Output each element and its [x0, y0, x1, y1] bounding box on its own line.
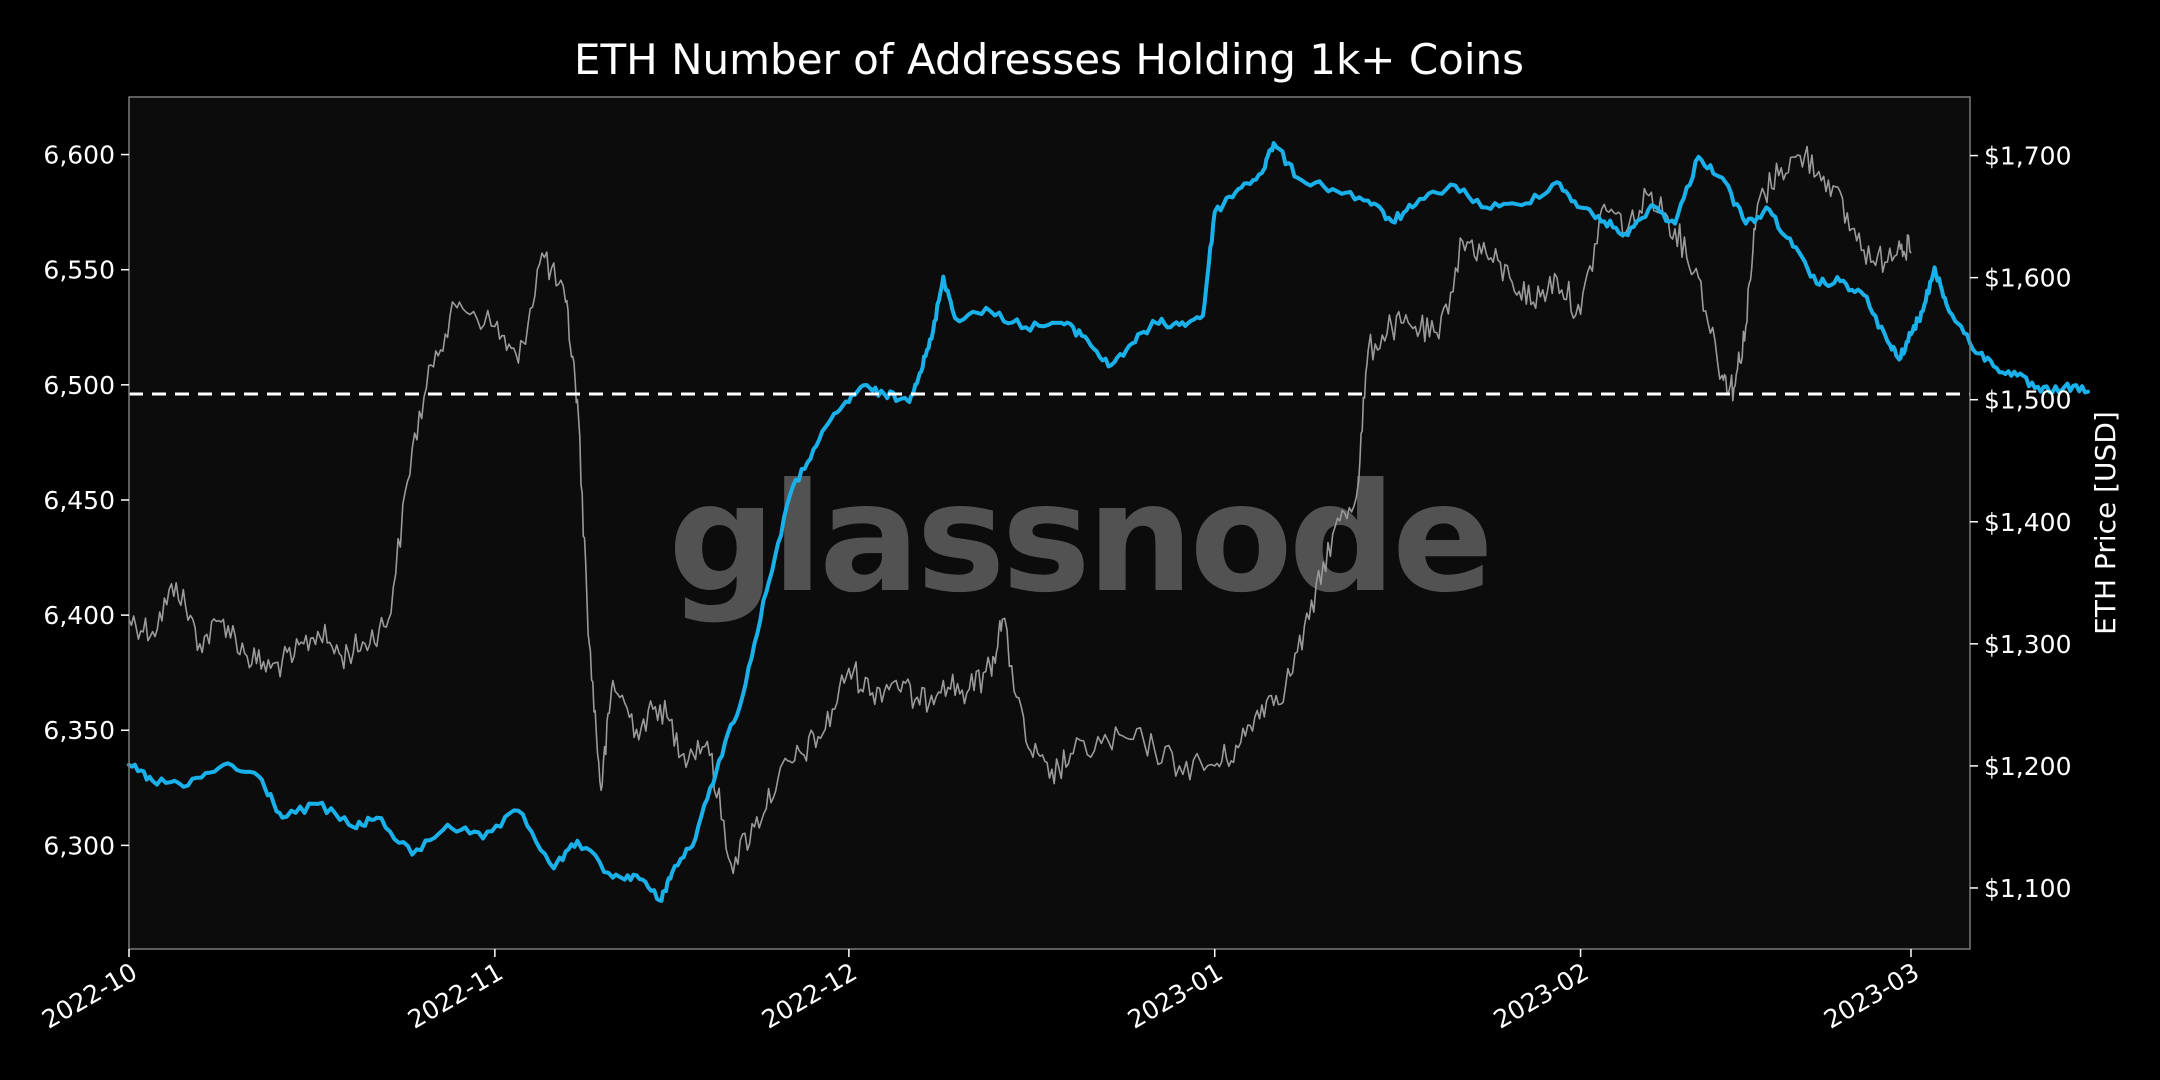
- right-tick-label: $1,700: [1984, 142, 2071, 171]
- left-tick-label: 6,600: [43, 141, 115, 170]
- plot-frame: [128, 96, 1971, 950]
- left-axis: 6,300 6,350 6,400 6,450 6,500 6,550 6,600: [43, 141, 129, 860]
- left-tick-label: 6,300: [43, 831, 115, 860]
- left-tick-label: 6,450: [43, 486, 115, 515]
- right-tick-label: $1,400: [1984, 508, 2071, 537]
- right-tick-label: $1,500: [1984, 386, 2071, 415]
- right-axis: $1,100 $1,200 $1,300 $1,400 $1,500 $1,600 $1,7…: [1970, 142, 2071, 903]
- left-tick-label: 6,350: [43, 716, 115, 745]
- right-tick-label: $1,200: [1984, 752, 2071, 781]
- right-tick-label: $1,100: [1984, 874, 2071, 903]
- left-tick-label: 6,500: [43, 371, 115, 400]
- right-tick-label: $1,300: [1984, 630, 2071, 659]
- addresses-series: [127, 141, 2090, 903]
- chart-title: ETH Number of Addresses Holding 1k+ Coin…: [574, 35, 1524, 84]
- left-tick-label: 6,400: [43, 601, 115, 630]
- right-tick-label: $1,600: [1984, 264, 2071, 293]
- price-series: [128, 145, 1912, 875]
- price-line: [128, 145, 1912, 875]
- plot-area: [129, 97, 1970, 949]
- right-axis-label: ETH Price [USD]: [2089, 411, 2122, 635]
- addresses-line: [127, 141, 2090, 903]
- left-tick-label: 6,550: [43, 256, 115, 285]
- watermark: glassnode: [668, 452, 1490, 626]
